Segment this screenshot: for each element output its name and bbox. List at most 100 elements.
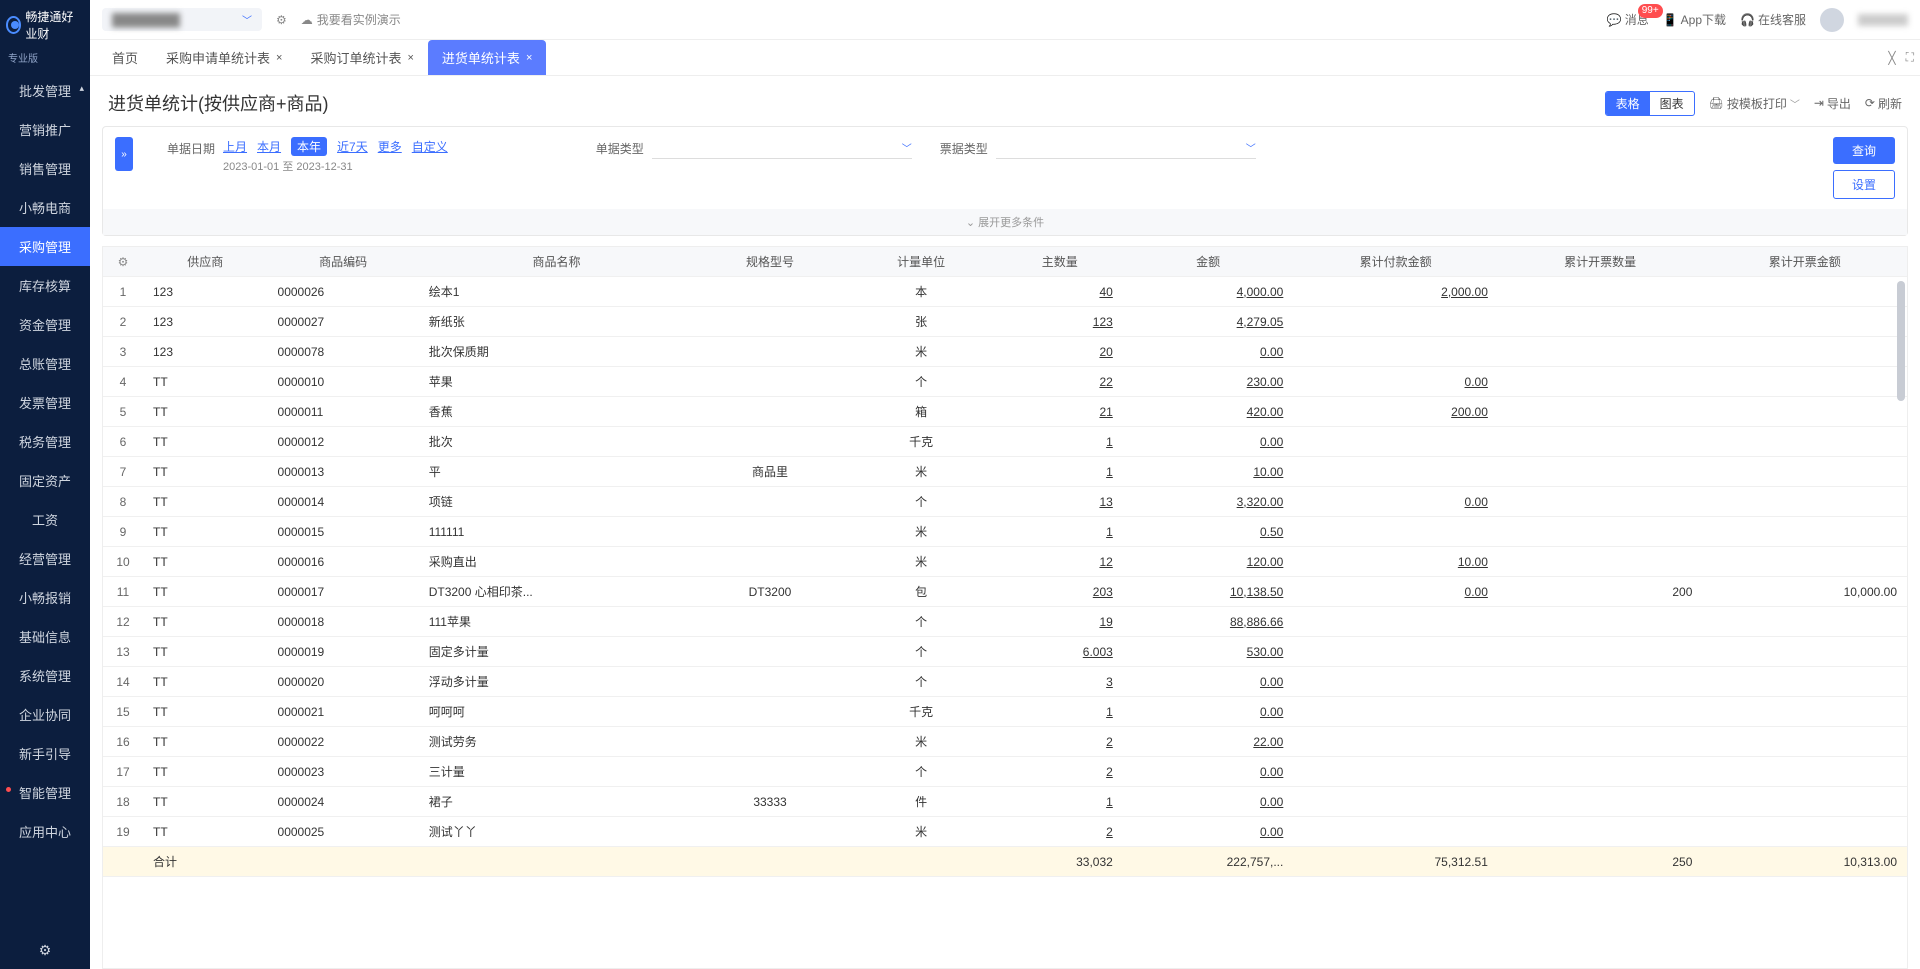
amount-cell[interactable]: 530.00 <box>1123 637 1294 667</box>
amount-cell[interactable]: 4,279.05 <box>1123 307 1294 337</box>
sidebar-item[interactable]: 固定资产 <box>0 461 90 500</box>
tab[interactable]: 采购申请单统计表× <box>152 40 296 75</box>
column-header[interactable]: 累计开票金额 <box>1702 247 1907 277</box>
sidebar-item[interactable]: 系统管理 <box>0 656 90 695</box>
sidebar-item[interactable]: 资金管理 <box>0 305 90 344</box>
table-row[interactable]: 11230000026绘本1本404,000.002,000.00 <box>103 277 1907 307</box>
sidebar-item[interactable]: 批发管理 <box>0 71 90 110</box>
table-row[interactable]: 4TT0000010苹果个22230.000.00 <box>103 367 1907 397</box>
table-row[interactable]: 11TT0000017DT3200 心相印茶...DT3200包20310,13… <box>103 577 1907 607</box>
sidebar-item[interactable]: 经营管理 <box>0 539 90 578</box>
qty-cell[interactable]: 40 <box>997 277 1123 307</box>
close-icon[interactable]: × <box>276 52 282 64</box>
date-option[interactable]: 自定义 <box>412 138 448 155</box>
sidebar-item[interactable]: 发票管理 <box>0 383 90 422</box>
sidebar-item[interactable]: 应用中心 <box>0 812 90 851</box>
qty-cell[interactable]: 203 <box>997 577 1123 607</box>
qty-cell[interactable]: 2 <box>997 727 1123 757</box>
table-row[interactable]: 9TT0000015111111米10.50 <box>103 517 1907 547</box>
qty-cell[interactable]: 6.003 <box>997 637 1123 667</box>
column-header[interactable]: 商品名称 <box>419 247 695 277</box>
qty-cell[interactable]: 20 <box>997 337 1123 367</box>
table-row[interactable]: 19TT0000025测试丫丫米20.00 <box>103 817 1907 847</box>
table-row[interactable]: 14TT0000020浮动多计量个30.00 <box>103 667 1907 697</box>
date-option[interactable]: 本年 <box>291 137 327 156</box>
query-button[interactable]: 查询 <box>1833 137 1895 164</box>
qty-cell[interactable]: 1 <box>997 517 1123 547</box>
table-row[interactable]: 31230000078批次保质期米200.00 <box>103 337 1907 367</box>
amount-cell[interactable]: 10.00 <box>1123 457 1294 487</box>
amount-cell[interactable]: 230.00 <box>1123 367 1294 397</box>
qty-cell[interactable]: 3 <box>997 667 1123 697</box>
close-icon[interactable]: × <box>407 52 413 64</box>
qty-cell[interactable]: 22 <box>997 367 1123 397</box>
sidebar-item[interactable]: 税务管理 <box>0 422 90 461</box>
messages-button[interactable]: 💬 消息 99+ <box>1607 11 1649 28</box>
amount-cell[interactable]: 420.00 <box>1123 397 1294 427</box>
export-button[interactable]: ⇥ 导出 <box>1814 95 1851 112</box>
date-option[interactable]: 本月 <box>257 138 281 155</box>
settings-button[interactable]: 设置 <box>1833 170 1895 199</box>
column-header[interactable]: 供应商 <box>143 247 268 277</box>
view-chart[interactable]: 图表 <box>1650 92 1694 115</box>
tab[interactable]: 首页 <box>98 40 152 75</box>
amount-cell[interactable]: 0.00 <box>1123 427 1294 457</box>
amount-cell[interactable]: 0.00 <box>1123 337 1294 367</box>
amount-cell[interactable]: 4,000.00 <box>1123 277 1294 307</box>
qty-cell[interactable]: 123 <box>997 307 1123 337</box>
scrollbar-thumb[interactable] <box>1897 281 1905 401</box>
sidebar-item[interactable]: 小畅报销 <box>0 578 90 617</box>
qty-cell[interactable]: 12 <box>997 547 1123 577</box>
sidebar-item[interactable]: 总账管理 <box>0 344 90 383</box>
qty-cell[interactable]: 1 <box>997 457 1123 487</box>
amount-cell[interactable]: 0.00 <box>1123 697 1294 727</box>
amount-cell[interactable]: 0.50 <box>1123 517 1294 547</box>
sidebar-item[interactable]: 库存核算 <box>0 266 90 305</box>
column-header[interactable]: 主数量 <box>997 247 1123 277</box>
amount-cell[interactable]: 120.00 <box>1123 547 1294 577</box>
view-table[interactable]: 表格 <box>1606 92 1650 115</box>
amount-cell[interactable]: 0.00 <box>1123 667 1294 697</box>
table-row[interactable]: 8TT0000014项链个133,320.000.00 <box>103 487 1907 517</box>
support-button[interactable]: 🎧 在线客服 <box>1740 11 1806 28</box>
amount-cell[interactable]: 0.00 <box>1123 787 1294 817</box>
qty-cell[interactable]: 19 <box>997 607 1123 637</box>
column-header[interactable]: 累计开票数量 <box>1498 247 1703 277</box>
table-row[interactable]: 17TT0000023三计量个20.00 <box>103 757 1907 787</box>
amount-cell[interactable]: 88,886.66 <box>1123 607 1294 637</box>
table-row[interactable]: 21230000027新纸张张1234,279.05 <box>103 307 1907 337</box>
avatar[interactable] <box>1820 8 1844 32</box>
sidebar-item[interactable]: 企业协同 <box>0 695 90 734</box>
collapse-handle[interactable]: » <box>115 137 133 171</box>
tab[interactable]: 采购订单统计表× <box>296 40 427 75</box>
table-row[interactable]: 10TT0000016采购直出米12120.0010.00 <box>103 547 1907 577</box>
fullscreen-icon[interactable]: ⛶ <box>1906 50 1914 65</box>
column-header[interactable]: 金额 <box>1123 247 1294 277</box>
sidebar-item[interactable]: 智能管理 <box>0 773 90 812</box>
sidebar-item[interactable]: 基础信息 <box>0 617 90 656</box>
amount-cell[interactable]: 0.00 <box>1123 757 1294 787</box>
expand-filters[interactable]: ⌄ 展开更多条件 <box>103 209 1907 235</box>
tab[interactable]: 进货单统计表× <box>428 40 546 75</box>
sidebar-item[interactable]: 小畅电商 <box>0 188 90 227</box>
settings-icon[interactable]: ⚙ <box>0 932 90 969</box>
amount-cell[interactable]: 10,138.50 <box>1123 577 1294 607</box>
column-header[interactable]: 规格型号 <box>694 247 845 277</box>
sidebar-item[interactable]: 采购管理 <box>0 227 90 266</box>
amount-cell[interactable]: 0.00 <box>1123 817 1294 847</box>
amount-cell[interactable]: 22.00 <box>1123 727 1294 757</box>
qty-cell[interactable]: 21 <box>997 397 1123 427</box>
table-row[interactable]: 13TT0000019固定多计量个6.003530.00 <box>103 637 1907 667</box>
sidebar-item[interactable]: 销售管理 <box>0 149 90 188</box>
date-option[interactable]: 更多 <box>378 138 402 155</box>
demo-link[interactable]: ☁ 我要看实例演示 <box>301 11 401 28</box>
qty-cell[interactable]: 13 <box>997 487 1123 517</box>
close-all-icon[interactable]: ╳ <box>1888 51 1895 65</box>
org-selector[interactable]: ████████ ﹀ <box>102 8 262 31</box>
amount-cell[interactable]: 3,320.00 <box>1123 487 1294 517</box>
sidebar-item[interactable]: 工资 <box>0 500 90 539</box>
column-header[interactable]: 计量单位 <box>846 247 997 277</box>
bill-type-select[interactable]: ﹀ <box>652 137 912 159</box>
invoice-type-select[interactable]: ﹀ <box>996 137 1256 159</box>
table-row[interactable]: 5TT0000011香蕉箱21420.00200.00 <box>103 397 1907 427</box>
